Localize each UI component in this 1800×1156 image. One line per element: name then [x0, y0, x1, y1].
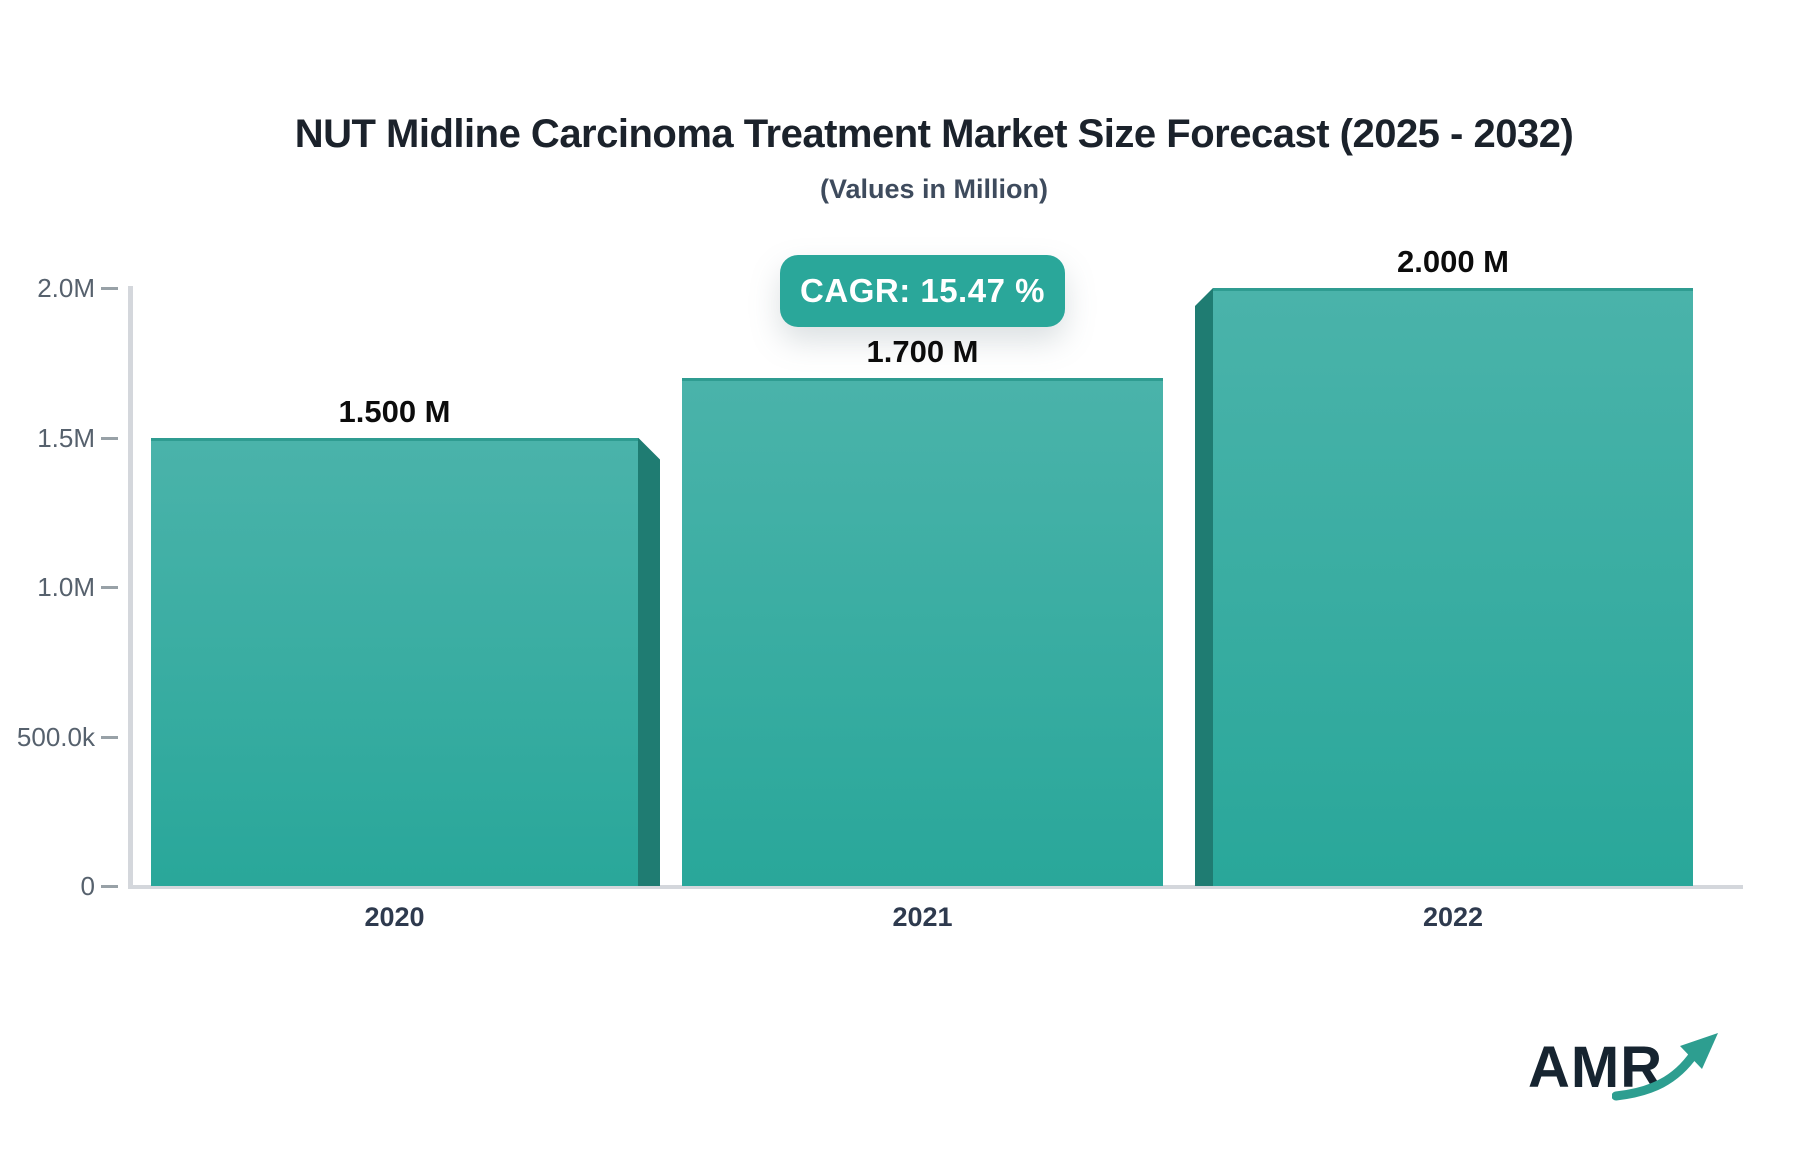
y-tick-label: 0: [80, 871, 95, 901]
brand-logo: AMR: [1528, 1028, 1728, 1118]
bar-3d-edge: [638, 437, 660, 886]
x-axis-line: [128, 885, 1743, 889]
bar-2022[interactable]: [1213, 288, 1693, 886]
y-axis-line: [128, 286, 133, 889]
logo-arrow-icon: [1612, 1033, 1718, 1101]
bar-value-label: 1.700 M: [866, 333, 979, 369]
x-axis-category-label: 2022: [1422, 902, 1484, 932]
x-axis-category-label: 2020: [364, 902, 425, 932]
bar-value-label: 2.000 M: [1396, 244, 1509, 279]
bar-2021[interactable]: [682, 377, 1163, 886]
bar-2020[interactable]: [151, 437, 638, 886]
y-tick-dash-icon: [101, 735, 118, 739]
bar-value-label: 1.500 M: [338, 393, 451, 429]
y-tick-dash-icon: [101, 586, 118, 589]
bar-3d-edge: [1195, 288, 1213, 886]
y-tick-dash-icon: [101, 436, 118, 440]
cagr-badge: CAGR: 15.47 %: [780, 255, 1065, 327]
y-tick-label: 1.0M: [37, 572, 95, 602]
page-subtitle: (Values in Million): [819, 174, 1049, 204]
y-tick-label: 2.0M: [37, 273, 95, 303]
y-tick-label: 1.5M: [37, 422, 95, 453]
page-title: NUT Midline Carcinoma Treatment Market S…: [294, 112, 1574, 156]
y-tick-label: 500.0k: [16, 721, 95, 752]
y-tick-dash-icon: [101, 885, 118, 888]
y-tick-dash-icon: [101, 287, 118, 290]
x-axis-category-label: 2021: [892, 902, 953, 932]
